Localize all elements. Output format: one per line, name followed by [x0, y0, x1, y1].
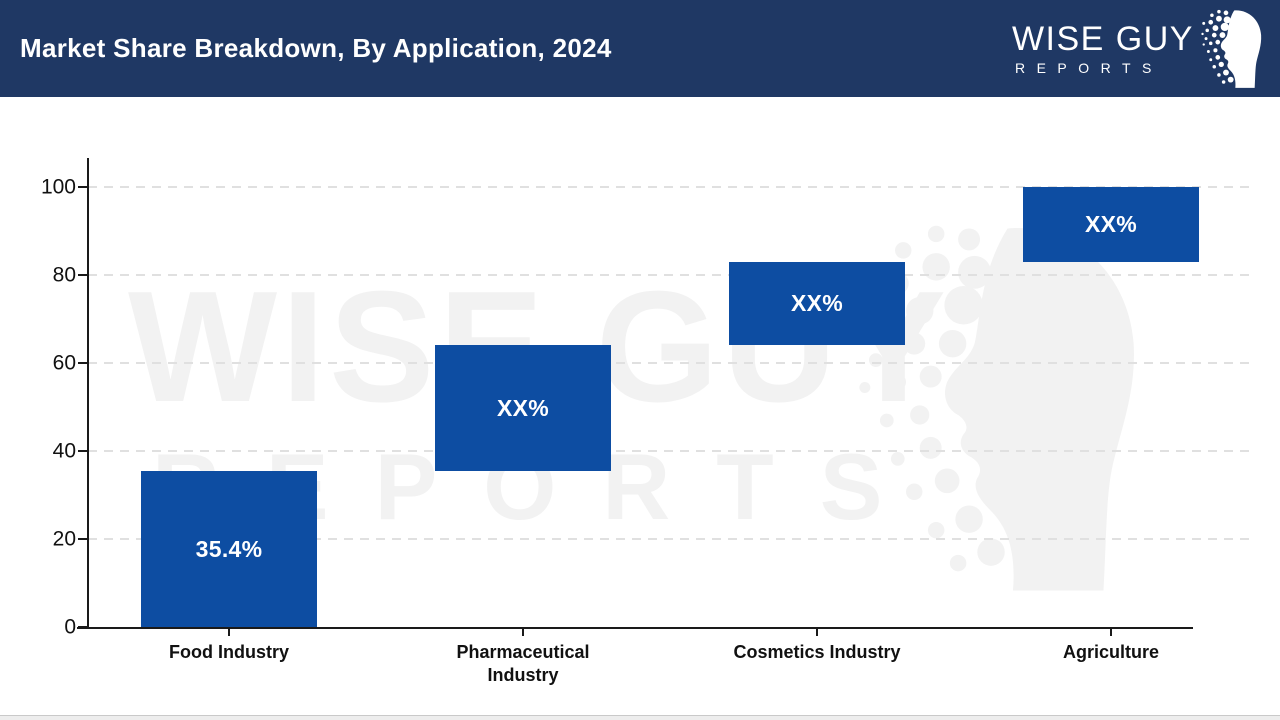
bar-label: XX%	[1084, 210, 1138, 237]
page-title: Market Share Breakdown, By Application, …	[20, 33, 612, 63]
y-axis-line	[87, 158, 89, 629]
xtick-mark	[816, 627, 818, 636]
wiseguy-head-icon	[1201, 9, 1262, 88]
x-axis-line	[77, 627, 1193, 629]
gridline	[88, 186, 1255, 188]
x-category-label: Food Industry	[169, 642, 289, 662]
ytick-label: 20	[52, 527, 76, 551]
brand-logo: WISE GUY REPORTS	[1012, 7, 1270, 89]
ytick-mark	[78, 186, 88, 188]
bar: 35.4%	[141, 471, 317, 627]
bar-label: XX%	[496, 394, 550, 421]
brand-text: WISE GUY REPORTS	[1012, 22, 1194, 75]
gridline	[88, 362, 1255, 364]
bar: XX%	[1023, 187, 1199, 262]
gridline	[88, 274, 1255, 276]
bar: XX%	[729, 261, 905, 346]
ytick-mark	[78, 450, 88, 452]
footer-strip	[0, 715, 1280, 720]
ytick-label: 0	[64, 615, 76, 639]
ytick-mark	[78, 274, 88, 276]
gridline	[88, 450, 1255, 452]
xtick-mark	[1110, 627, 1112, 636]
brand-name: WISE GUY	[1011, 19, 1194, 58]
x-category-label: Cosmetics Industry	[733, 642, 901, 662]
ytick-mark	[78, 538, 88, 540]
ytick-label: 80	[52, 263, 76, 287]
bar-label: 35.4%	[195, 535, 263, 562]
xtick-mark	[522, 627, 524, 636]
gridline	[88, 538, 1255, 540]
xtick-mark	[228, 627, 230, 636]
bar-label: XX%	[790, 290, 844, 317]
x-category-label: Pharmaceutical Industry	[456, 642, 590, 685]
y-axis-labels: 0 20 40 60 80 100	[18, 155, 76, 638]
ytick-label: 60	[52, 351, 76, 375]
x-category-label: Agriculture	[1062, 642, 1159, 662]
plot-area: 35.4% Food Industry XX% Pharmaceutical Indu…	[78, 155, 1255, 685]
brand-subname: REPORTS	[1014, 59, 1163, 76]
ytick-label: 40	[52, 439, 76, 463]
bar: XX%	[435, 345, 611, 472]
ytick-label: 100	[40, 175, 76, 199]
ytick-mark	[78, 362, 88, 364]
header-bar: Market Share Breakdown, By Application, …	[0, 0, 1280, 97]
